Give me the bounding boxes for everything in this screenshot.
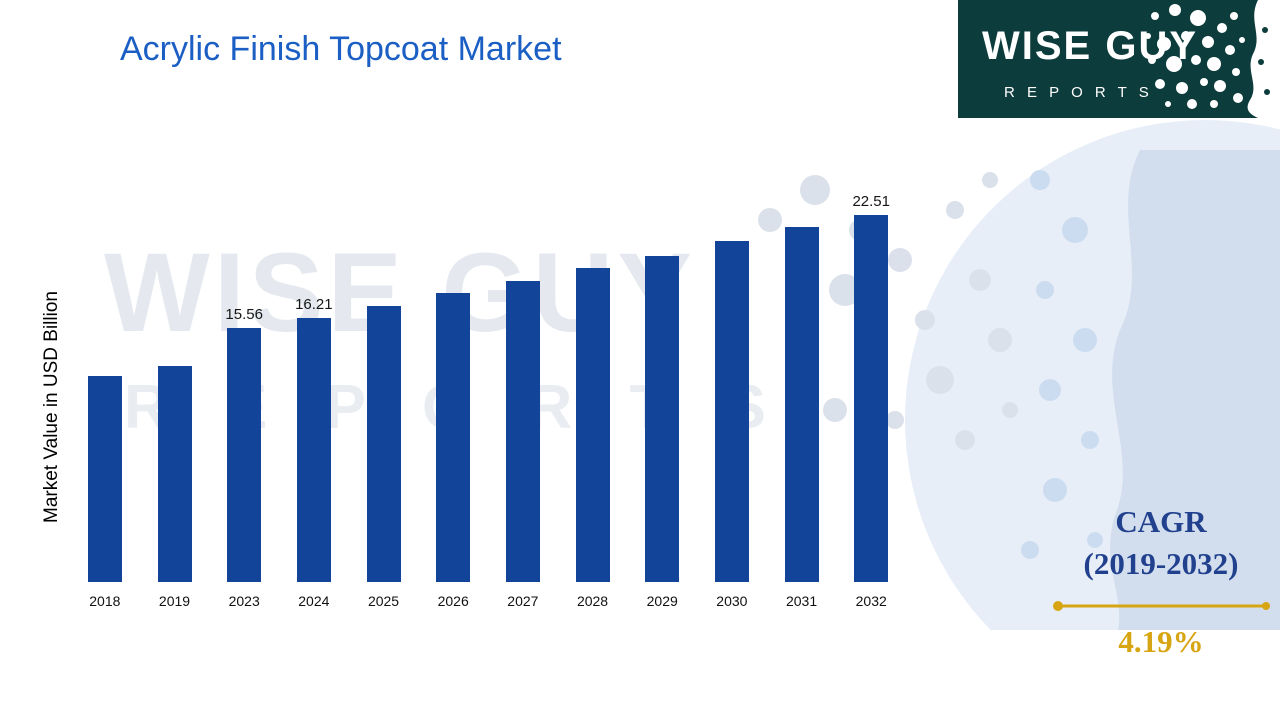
brand-name: WISE GUY [982,24,1199,68]
bar-group: 2030 [697,160,767,610]
bar-group: 2019 [140,160,210,610]
x-axis-tick-label: 2018 [89,593,121,609]
x-axis-tick-label: 2031 [785,593,818,609]
x-axis-tick-label: 2023 [228,593,260,609]
bar [575,268,610,582]
x-axis-tick-label: 2019 [158,593,191,609]
bar-group: 2026 [418,160,488,610]
bar-group: 2025 [349,160,419,610]
bar-value-label: 16.21 [295,296,333,313]
bar [157,366,192,582]
bar-value-label: 15.56 [225,306,263,323]
bar-group: 16.21 2024 [279,160,349,610]
bar [784,227,819,582]
bar-group: 22.51 2032 [836,160,906,610]
logo-dots-face-icon [1145,0,1280,118]
x-axis-tick-label: 2025 [367,593,400,609]
brand-subtitle: R E P O R T S [1004,84,1153,101]
cagr-divider-icon [1048,594,1274,616]
bar [505,281,540,582]
cagr-label: CAGR [1115,504,1207,539]
bar [87,376,122,582]
bar [714,241,749,582]
x-axis-tick-label: 2029 [646,593,678,609]
bar-group: 2027 [488,160,558,610]
bar [227,328,262,582]
bar [296,318,331,582]
bar [436,293,471,582]
bar-chart: 2018 2019 15.56 2023 16.21 2024 2025 2026 2027 20… [70,160,906,610]
bar-group: 2028 [558,160,628,610]
x-axis-tick-label: 2030 [716,593,748,609]
y-axis-label: Market Value in USD Billion [41,291,62,523]
x-axis-tick-label: 2024 [298,593,330,609]
bar-group: 2029 [627,160,697,610]
x-axis-tick-label: 2027 [507,593,539,609]
x-axis-tick-label: 2032 [855,593,887,609]
watermark-face-art-icon [758,120,1280,630]
brand-logo: WISE GUY R E P O R T S [958,0,1280,118]
bar-group: 15.56 2023 [209,160,279,610]
x-axis-tick-label: 2026 [437,593,469,609]
page-title: Acrylic Finish Topcoat Market [120,30,562,68]
bar [645,256,680,582]
bar-group: 2018 [70,160,140,610]
x-axis-tick-label: 2028 [576,593,609,609]
cagr-value: 4.19% [1118,624,1204,659]
bar-value-label: 22.51 [852,193,890,210]
cagr-block: CAGR (2019-2032) 4.19% [1048,504,1274,660]
bar-group: 2031 [767,160,837,610]
bar [366,306,401,582]
cagr-range: (2019-2032) [1083,546,1239,581]
bar [854,215,889,582]
